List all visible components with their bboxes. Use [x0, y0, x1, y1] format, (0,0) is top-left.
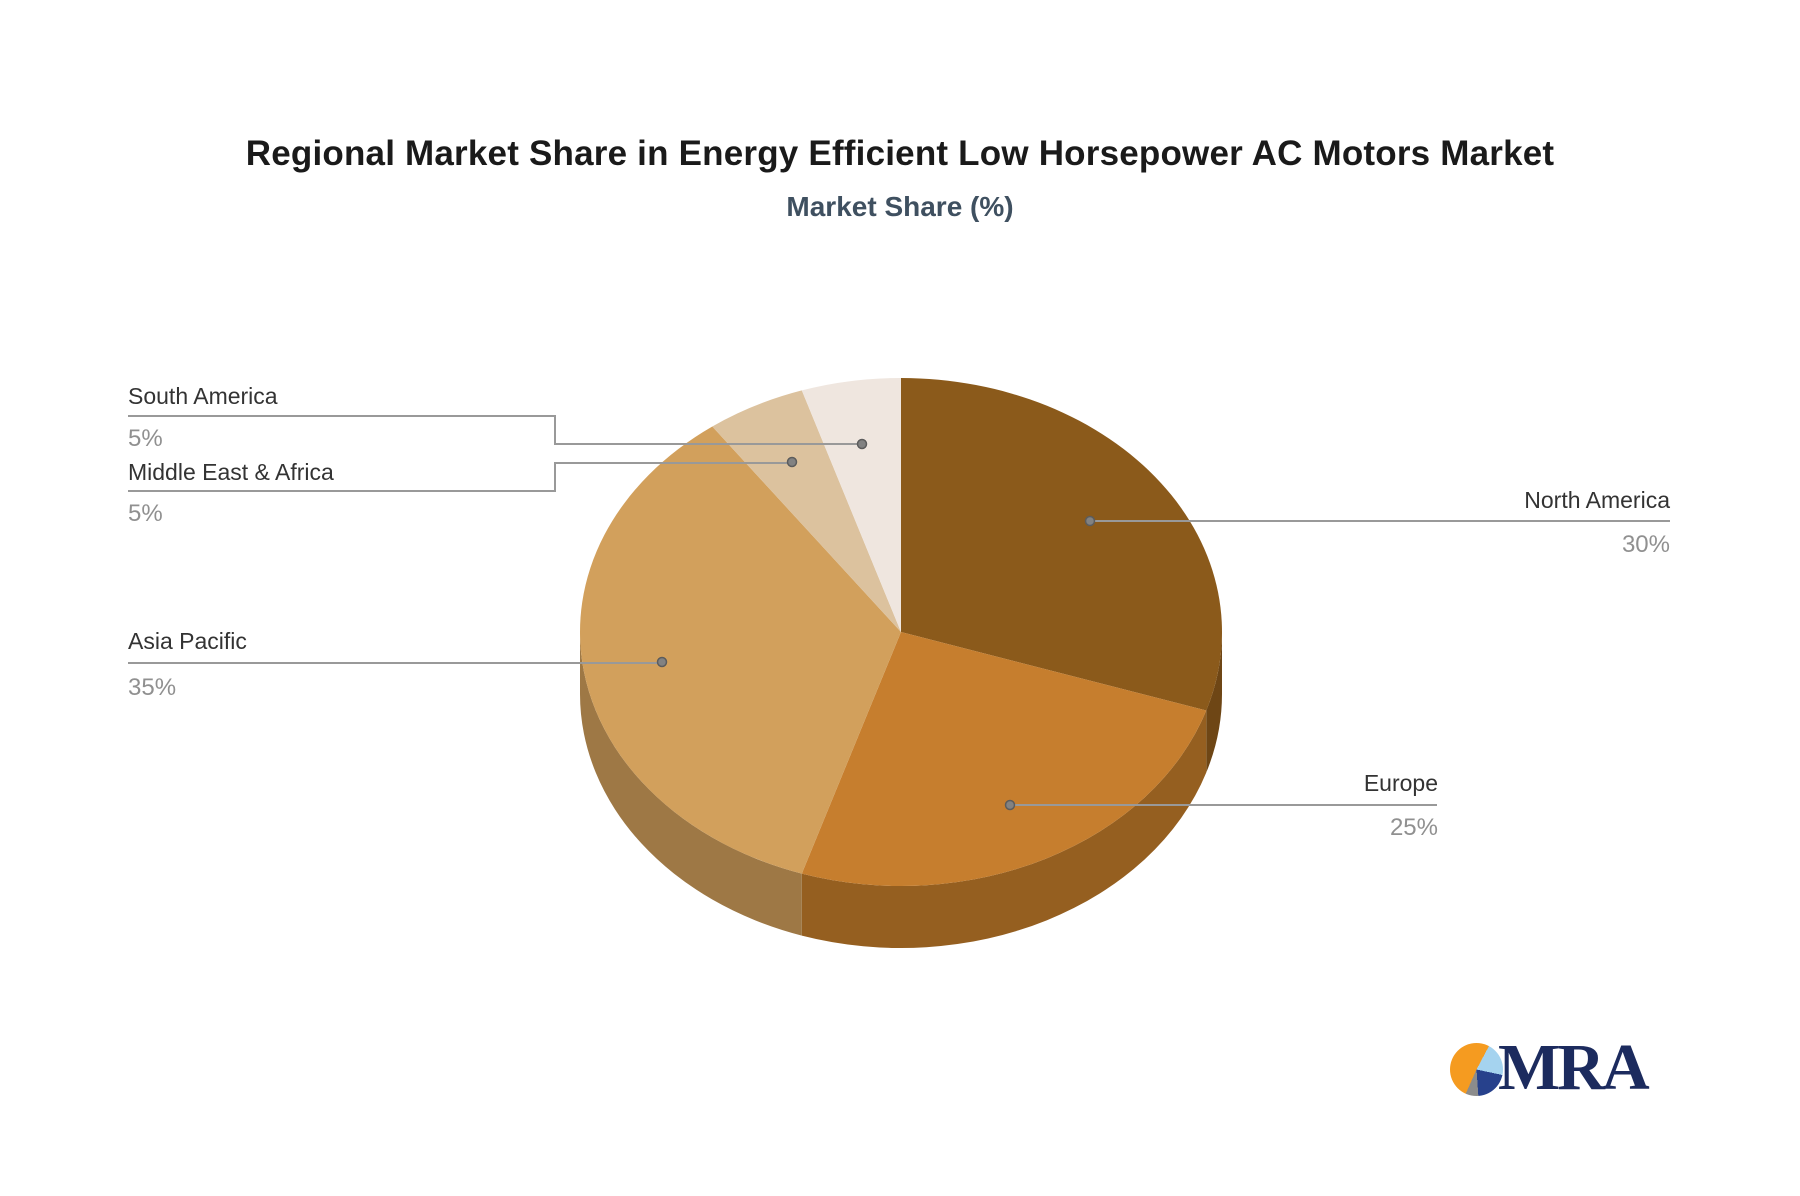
label-connector-middle-east-africa — [128, 462, 790, 492]
connector-dot-asia-pacific — [656, 656, 668, 668]
slice-value-middle-east-africa: 5% — [128, 500, 163, 527]
label-connector-south-america — [128, 415, 860, 445]
slice-label-north-america: North America — [1524, 487, 1670, 513]
pie-side-north-america — [1206, 632, 1222, 773]
slice-label-south-america: South America — [128, 383, 278, 409]
chart-title: Regional Market Share in Energy Efficien… — [245, 134, 1555, 173]
logo-pie-icon — [1450, 1043, 1503, 1096]
pie-slice-middle-east-africa[interactable] — [712, 390, 901, 632]
slice-value-asia-pacific: 35% — [128, 674, 177, 701]
pie-side-europe — [801, 710, 1207, 948]
brand-logo: MRA — [1448, 1031, 1708, 1106]
pie-slice-asia-pacific[interactable] — [579, 426, 901, 874]
chart-subtitle: Market Share (%) — [786, 191, 1014, 222]
pie-side-asia-pacific — [580, 632, 802, 936]
logo-text: MRA — [1498, 1031, 1650, 1104]
slice-value-south-america: 5% — [128, 425, 163, 452]
slice-value-europe: 25% — [1389, 814, 1438, 841]
connector-dot-south-america — [856, 438, 868, 450]
connector-dot-europe — [1004, 799, 1016, 811]
slice-label-asia-pacific: Asia Pacific — [128, 628, 247, 654]
pie-slice-europe[interactable] — [801, 632, 1207, 886]
slice-label-middle-east-africa: Middle East & Africa — [128, 459, 334, 485]
connector-dot-north-america — [1084, 515, 1096, 527]
slice-value-north-america: 30% — [1621, 531, 1670, 558]
pie-slice-north-america[interactable] — [901, 377, 1222, 711]
connector-dot-middle-east-africa — [786, 456, 798, 468]
pie-slice-south-america[interactable] — [801, 378, 901, 632]
slice-label-europe: Europe — [1363, 770, 1438, 796]
